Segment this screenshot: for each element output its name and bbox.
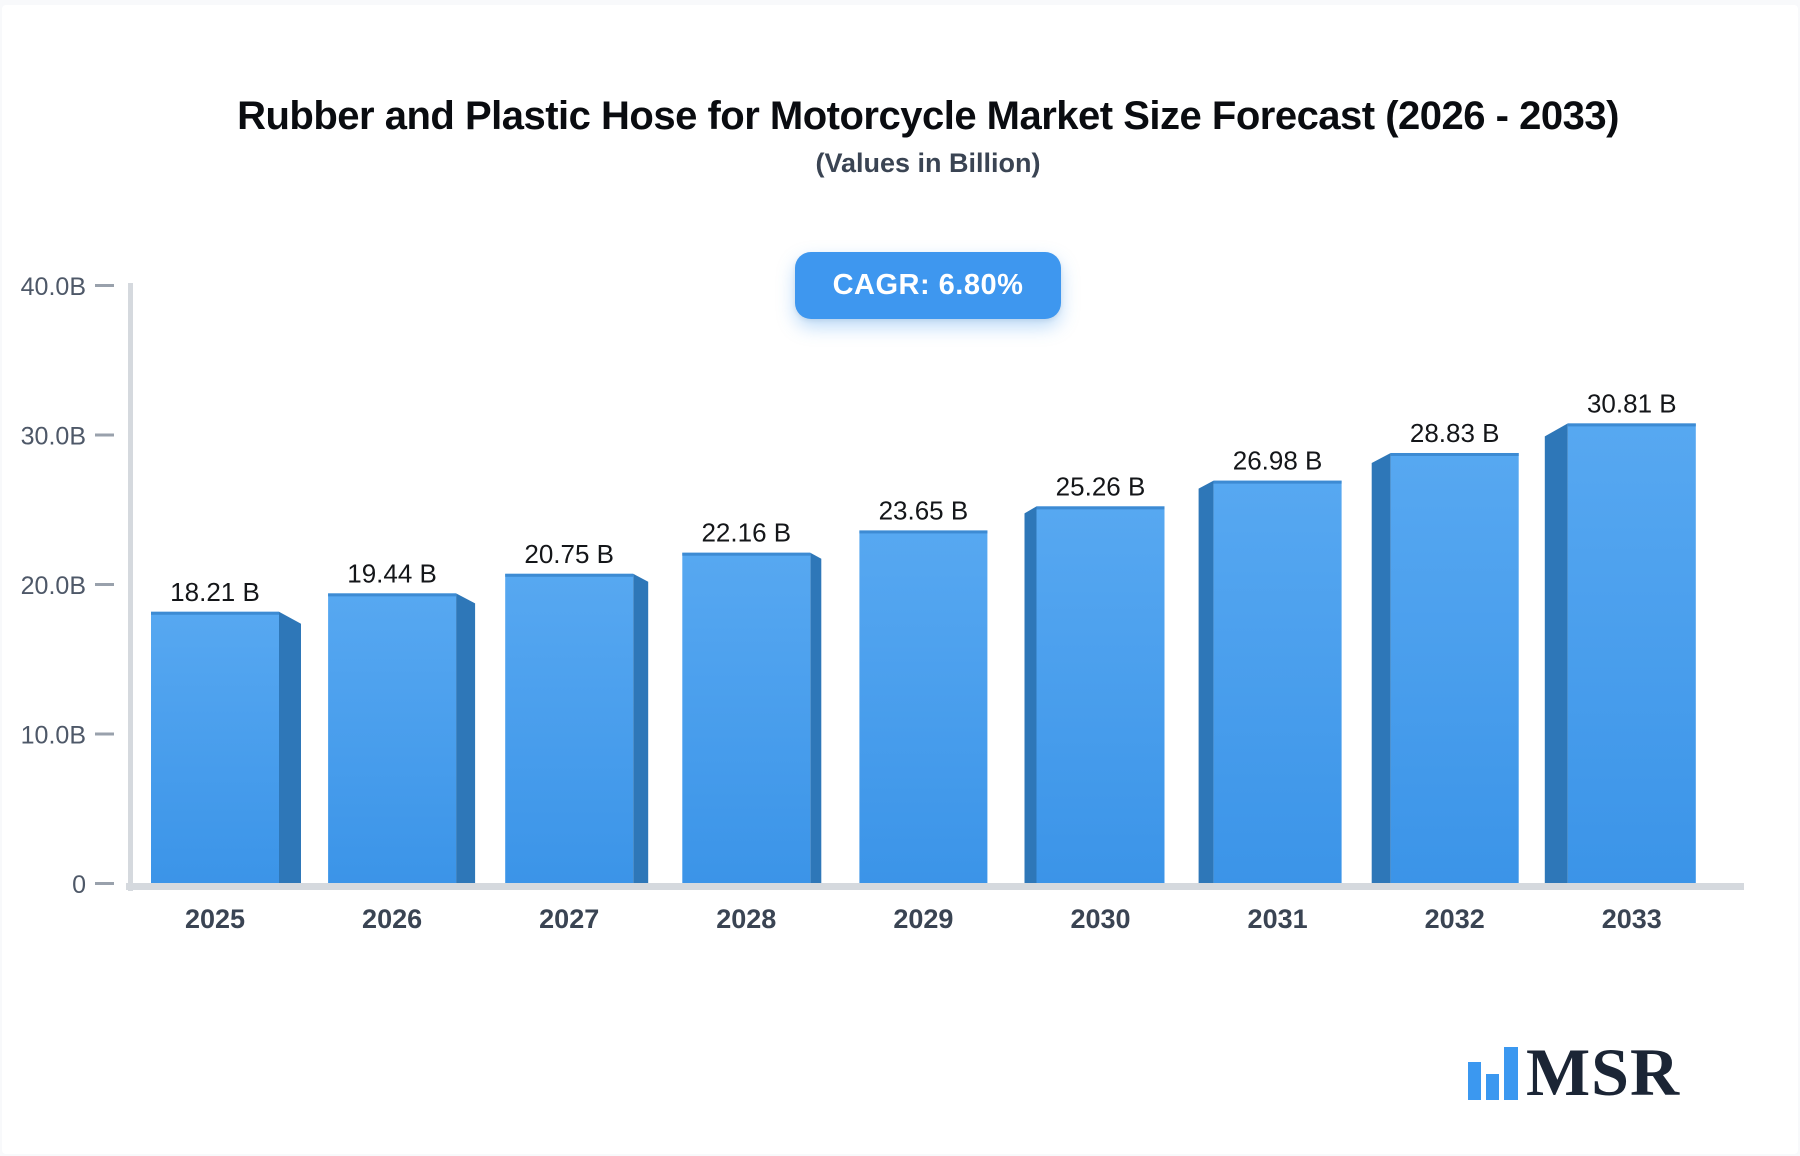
x-tick-label-2029: 2029 xyxy=(893,904,953,934)
y-tick-mark xyxy=(95,583,114,586)
x-tick-label-2028: 2028 xyxy=(716,904,776,934)
msr-logo-text: MSR xyxy=(1526,1034,1681,1110)
x-tick-label-2025: 2025 xyxy=(185,904,245,934)
x-axis-line xyxy=(126,883,1744,890)
bar-side-2025 xyxy=(279,611,301,884)
x-tick-label-2026: 2026 xyxy=(362,904,422,934)
value-label-2029: 23.65 B xyxy=(879,495,969,525)
value-label-2027: 20.75 B xyxy=(524,539,614,569)
y-tick-label: 20.0B xyxy=(21,572,86,600)
x-tick-label-2027: 2027 xyxy=(539,904,599,934)
msr-logo-bars-icon xyxy=(1468,1047,1518,1100)
value-label-2030: 25.26 B xyxy=(1056,471,1146,501)
bar-2032[interactable] xyxy=(1390,452,1519,884)
bar-side-2030 xyxy=(1024,506,1037,884)
msr-logo: MSR xyxy=(1468,1034,1681,1110)
value-label-2025: 18.21 B xyxy=(170,577,260,607)
bar-2028[interactable] xyxy=(682,552,811,884)
value-label-2028: 22.16 B xyxy=(701,518,791,548)
bar-side-2033 xyxy=(1544,423,1568,884)
bar-top-edge-2033 xyxy=(1567,423,1696,427)
bar-2031[interactable] xyxy=(1213,480,1342,884)
bar-top-edge-2029 xyxy=(859,530,988,534)
x-tick-label-2031: 2031 xyxy=(1248,904,1308,934)
y-tick-mark xyxy=(95,732,114,736)
x-tick-label-2032: 2032 xyxy=(1425,904,1485,934)
bar-top-edge-2026 xyxy=(328,593,457,597)
bar-side-2032 xyxy=(1371,452,1391,884)
x-tick-label-2033: 2033 xyxy=(1602,904,1662,934)
cagr-badge-row: CAGR: 6.80% xyxy=(56,252,1800,319)
x-tick-label-2030: 2030 xyxy=(1070,904,1130,934)
bar-2029[interactable] xyxy=(859,530,988,884)
value-label-2032: 28.83 B xyxy=(1410,418,1500,448)
bar-side-2026 xyxy=(456,593,476,884)
bar-side-2027 xyxy=(633,573,649,884)
value-label-2033: 30.81 B xyxy=(1587,388,1677,418)
chart-subtitle: (Values in Billion) xyxy=(815,148,1041,178)
cagr-badge: CAGR: 6.80% xyxy=(794,252,1062,319)
value-label-2026: 19.44 B xyxy=(347,558,437,588)
bar-side-2031 xyxy=(1198,480,1214,884)
bar-top-edge-2028 xyxy=(682,552,811,556)
y-tick-mark xyxy=(95,284,114,287)
bar-top-edge-2031 xyxy=(1213,480,1342,484)
value-label-2031: 26.98 B xyxy=(1233,446,1323,476)
chart-title: Rubber and Plastic Hose for Motorcycle M… xyxy=(237,94,1619,138)
y-tick-label: 40.0B xyxy=(21,273,86,301)
bar-top-edge-2032 xyxy=(1390,452,1519,456)
y-tick-label: 30.0B xyxy=(21,423,86,451)
bar-side-2028 xyxy=(810,552,822,884)
bar-2026[interactable] xyxy=(328,593,457,884)
bar-2033[interactable] xyxy=(1567,423,1696,884)
bar-2030[interactable] xyxy=(1036,506,1165,884)
bar-top-edge-2030 xyxy=(1036,506,1165,510)
bar-2027[interactable] xyxy=(505,573,634,884)
y-tick-mark xyxy=(95,882,114,885)
y-tick-mark xyxy=(95,433,114,437)
bar-top-edge-2027 xyxy=(505,573,634,577)
y-tick-label: 0 xyxy=(72,871,86,899)
y-tick-label: 10.0B xyxy=(21,722,86,750)
bar-top-edge-2025 xyxy=(151,611,279,615)
bar-2025[interactable] xyxy=(151,611,279,884)
y-axis-line xyxy=(128,283,133,891)
